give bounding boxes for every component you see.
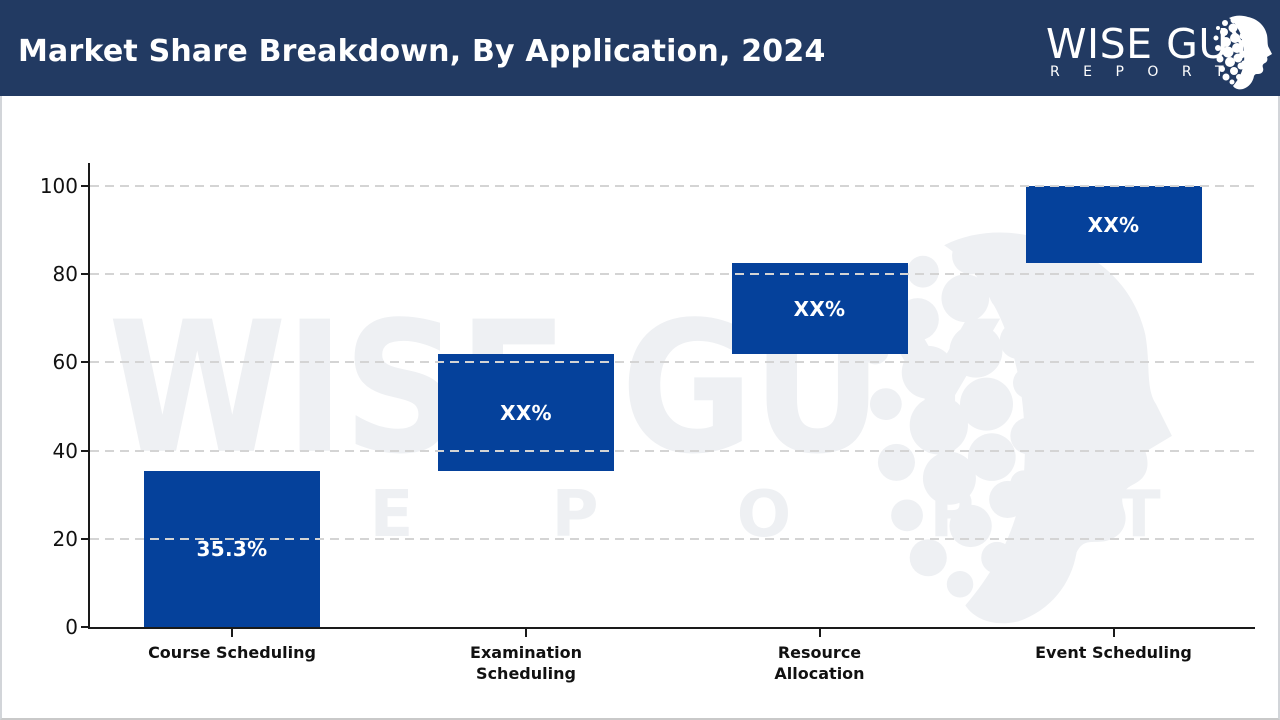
y-tick-label-40: 40 (52, 438, 78, 463)
category-label-resource-allocation: Resource Allocation (774, 643, 865, 683)
category-label-event-scheduling: Event Scheduling (1035, 643, 1192, 662)
y-tick-label-80: 80 (52, 262, 78, 287)
x-axis (88, 627, 1255, 629)
bar-value-label-course-scheduling: 35.3% (196, 537, 268, 562)
category-label-examination-scheduling: Examination Scheduling (470, 643, 582, 683)
gridline-40 (90, 449, 1255, 452)
category-label-course-scheduling: Course Scheduling (148, 643, 316, 662)
chart-canvas: WISE GUY R E P O R T S 02040608010035.3%… (0, 96, 1280, 720)
x-tick-resource-allocation (818, 629, 821, 637)
gridline-20 (90, 537, 1255, 540)
gridline-100 (90, 184, 1255, 187)
y-tick-label-60: 60 (52, 350, 78, 375)
wise-guy-reports-logo: WISE GUY R E P O R T S (1040, 12, 1272, 90)
bar-course-scheduling: 35.3% (144, 471, 320, 627)
bar-value-label-examination-scheduling: XX% (500, 400, 552, 425)
y-tick-20 (81, 537, 89, 540)
y-tick-label-0: 0 (65, 615, 78, 639)
dotted-head-icon (1213, 15, 1272, 90)
bar-resource-allocation: XX% (731, 263, 908, 354)
x-tick-examination-scheduling (525, 629, 527, 637)
y-tick-0 (81, 626, 89, 628)
bar-event-scheduling: XX% (1025, 185, 1202, 264)
chart-title: Market Share Breakdown, By Application, … (18, 34, 826, 69)
y-tick-40 (81, 449, 89, 452)
watermark-subtitle: R E P O R T S (182, 478, 1280, 552)
y-tick-label-20: 20 (52, 526, 78, 551)
gridline-80 (90, 273, 1255, 276)
y-tick-80 (81, 273, 89, 276)
y-tick-label-100: 100 (39, 173, 78, 198)
bar-value-label-event-scheduling: XX% (1087, 212, 1140, 237)
bar-value-label-resource-allocation: XX% (793, 296, 846, 321)
y-tick-100 (81, 184, 89, 187)
header-band: Market Share Breakdown, By Application, … (0, 0, 1280, 96)
y-axis (88, 163, 90, 629)
bar-examination-scheduling: XX% (438, 353, 614, 472)
x-tick-event-scheduling (1112, 629, 1115, 637)
logo-subtitle: R E P O R T S (1050, 64, 1266, 80)
y-tick-60 (81, 361, 89, 364)
x-tick-course-scheduling (231, 629, 233, 637)
gridline-60 (90, 361, 1255, 364)
